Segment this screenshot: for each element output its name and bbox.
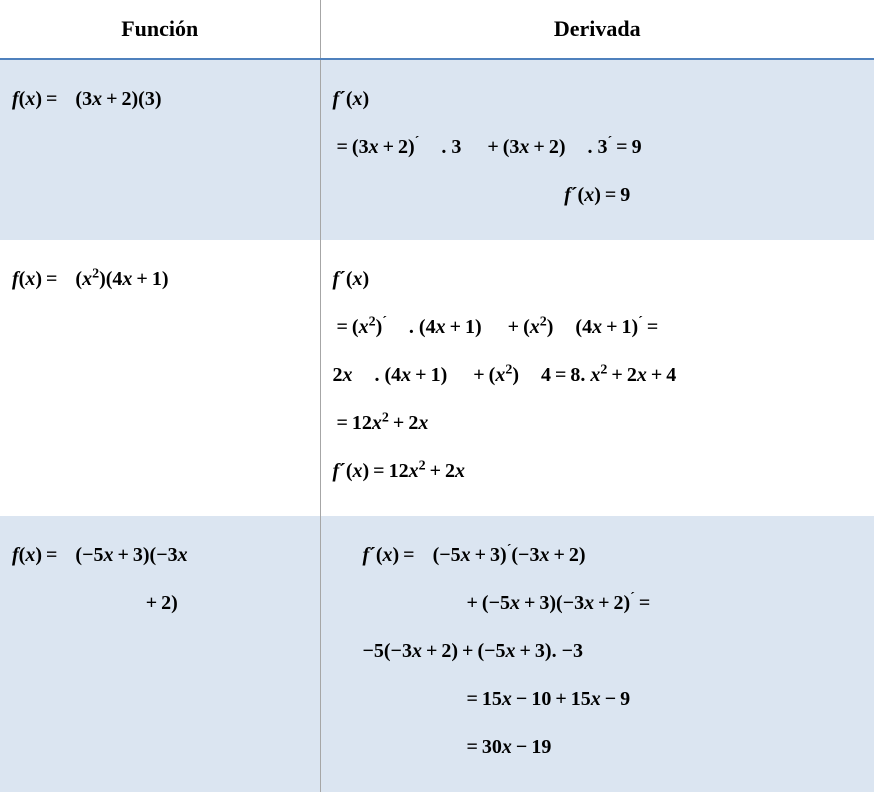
math-expression: =15x−10+15x−9	[333, 678, 863, 720]
math-expression: f(x)=(x2)(4x+1)	[12, 258, 308, 300]
math-expression: =(x2)´. (4x+1)+(x2)(4x+1)´=	[333, 306, 863, 348]
table-body: f(x)=(3x+2)(3) f´(x) =(3x+2)´. 3+(3x+2). 3…	[0, 59, 874, 792]
math-expression: f´(x)=(−5x+3)´(−3x+2)	[333, 534, 863, 576]
cell-funcion: f(x)=(−5x+3)(−3x +2)	[0, 516, 320, 792]
math-expression: =12x2+2x	[333, 402, 863, 444]
table-row: f(x)=(−5x+3)(−3x +2) f´(x)=(−5x+3)´(−3x+2)…	[0, 516, 874, 792]
math-expression: f(x)=(3x+2)(3)	[12, 78, 308, 120]
math-expression: f´(x)	[333, 78, 863, 120]
cell-funcion: f(x)=(3x+2)(3)	[0, 59, 320, 240]
cell-derivada: f´(x) =(3x+2)´. 3+(3x+2). 3´=9 f´(x)=9	[320, 59, 874, 240]
math-expression: +2)	[12, 582, 308, 624]
math-expression: f´(x)=12x2+2x	[333, 450, 863, 492]
math-expression: f´(x)=9	[333, 174, 863, 216]
math-expression: +(−5x+3)(−3x+2)´=	[333, 582, 863, 624]
table-row: f(x)=(3x+2)(3) f´(x) =(3x+2)´. 3+(3x+2). 3…	[0, 59, 874, 240]
cell-funcion: f(x)=(x2)(4x+1)	[0, 240, 320, 516]
math-expression: =(3x+2)´. 3+(3x+2). 3´=9	[333, 126, 863, 168]
table-header-row: Función Derivada	[0, 0, 874, 59]
math-expression: −5(−3x+2)+(−5x+3). −3	[333, 630, 863, 672]
derivatives-table: Función Derivada f(x)=(3x+2)(3) f´(x) =(3x…	[0, 0, 874, 792]
cell-derivada: f´(x) =(x2)´. (4x+1)+(x2)(4x+1)´= 2x. (4x+…	[320, 240, 874, 516]
cell-derivada: f´(x)=(−5x+3)´(−3x+2) +(−5x+3)(−3x+2)´= −5…	[320, 516, 874, 792]
math-expression: 2x. (4x+1)+(x2)4=8. x2+2x+4	[333, 354, 863, 396]
math-expression: f´(x)	[333, 258, 863, 300]
math-expression: =30x−19	[333, 726, 863, 768]
table-row: f(x)=(x2)(4x+1) f´(x) =(x2)´. (4x+1)+(x2)(…	[0, 240, 874, 516]
math-expression: f(x)=(−5x+3)(−3x	[12, 534, 308, 576]
header-derivada: Derivada	[320, 0, 874, 59]
header-funcion: Función	[0, 0, 320, 59]
